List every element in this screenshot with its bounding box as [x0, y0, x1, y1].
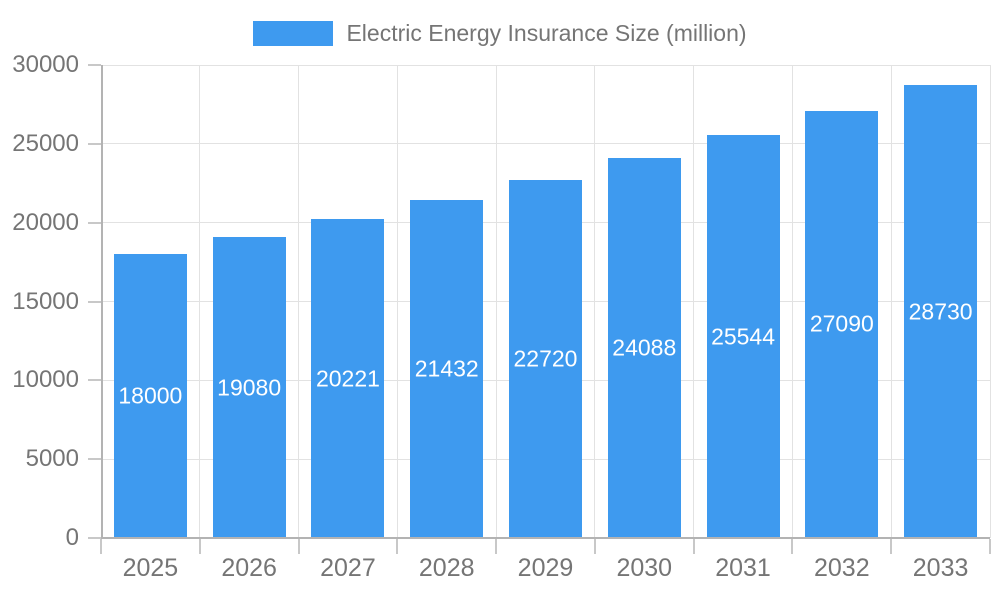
- x-axis-tick: [989, 539, 991, 554]
- v-gridline: [495, 65, 497, 538]
- x-axis-tick: [890, 539, 893, 554]
- x-axis-tick: [100, 539, 102, 554]
- y-axis-tick-label: 25000: [12, 129, 79, 157]
- bar-value-label: 18000: [118, 382, 183, 409]
- y-axis-tick: [88, 379, 101, 382]
- bar-value-label: 21432: [414, 355, 479, 382]
- v-gridline: [396, 65, 398, 538]
- h-gridline: [101, 64, 990, 66]
- plot-area: 18000 19080 20221 21432 22720 24088 25544 27090…: [91, 64, 991, 539]
- y-axis-tick-label: 30000: [12, 51, 79, 78]
- y-axis-tick-label: 20000: [12, 208, 79, 236]
- bar-2029[interactable]: 22720: [509, 179, 582, 538]
- x-axis-tick: [198, 539, 201, 554]
- v-gridline: [594, 65, 596, 538]
- x-axis-tick-label: 2030: [616, 554, 673, 582]
- bar-2026[interactable]: 19080: [212, 237, 286, 538]
- y-axis-tick-label: 0: [65, 524, 79, 551]
- bar-value-label: 22720: [513, 345, 578, 372]
- x-axis-tick-label: 2028: [418, 554, 475, 582]
- bar-value-label: 19080: [217, 374, 282, 401]
- bar-2028[interactable]: 21432: [410, 200, 484, 538]
- x-axis-tick-label: 2025: [122, 554, 179, 582]
- y-axis-tick-label: 5000: [25, 445, 79, 473]
- bar-2033[interactable]: 28730: [904, 85, 978, 538]
- bar-2032[interactable]: 27090: [805, 110, 879, 538]
- v-gridline: [199, 65, 201, 538]
- x-axis-tick: [396, 539, 399, 554]
- bar-2030[interactable]: 24088: [607, 158, 681, 538]
- y-axis-line: [101, 65, 103, 538]
- bar-2027[interactable]: 20221: [311, 219, 385, 538]
- v-gridline: [890, 65, 892, 538]
- x-axis-tick-label: 2031: [715, 554, 771, 582]
- y-axis-tick: [88, 300, 101, 303]
- y-axis-tick-label: 15000: [12, 287, 79, 315]
- y-axis-tick: [88, 537, 101, 539]
- x-axis-tick: [297, 539, 300, 554]
- x-axis-line: [91, 537, 990, 539]
- bar-2025[interactable]: 18000: [113, 254, 187, 538]
- v-gridline: [693, 65, 695, 538]
- x-axis-tick-label: 2033: [912, 554, 969, 582]
- x-axis-tick-label: 2027: [320, 554, 376, 582]
- bar-value-label: 27090: [809, 310, 874, 337]
- x-axis-tick: [495, 539, 498, 554]
- y-axis-tick: [88, 458, 101, 461]
- y-axis-tick: [88, 64, 101, 66]
- h-gridline: [101, 143, 990, 145]
- x-axis-tick: [593, 539, 596, 554]
- bar-2031[interactable]: 25544: [706, 135, 780, 538]
- v-gridline: [298, 65, 300, 538]
- chart-legend[interactable]: Electric Energy Insurance Size (million): [0, 18, 1000, 48]
- x-axis-tick: [692, 539, 695, 554]
- bar-value-label: 25544: [711, 323, 776, 350]
- x-axis-tick: [791, 539, 794, 554]
- y-axis-tick: [88, 142, 101, 145]
- v-gridline: [989, 65, 991, 538]
- bar-value-label: 24088: [612, 334, 677, 361]
- legend-label: Electric Energy Insurance Size (million): [346, 19, 747, 46]
- v-gridline: [791, 65, 793, 538]
- y-axis-tick: [88, 221, 101, 224]
- bar-value-label: 20221: [315, 365, 380, 392]
- x-axis-tick-label: 2032: [814, 554, 870, 582]
- legend-swatch-icon: [253, 20, 334, 46]
- bar-value-label: 28730: [908, 298, 973, 325]
- y-axis-tick-label: 10000: [12, 366, 79, 394]
- x-axis-tick-label: 2029: [517, 554, 574, 582]
- x-axis-tick-label: 2026: [221, 554, 277, 582]
